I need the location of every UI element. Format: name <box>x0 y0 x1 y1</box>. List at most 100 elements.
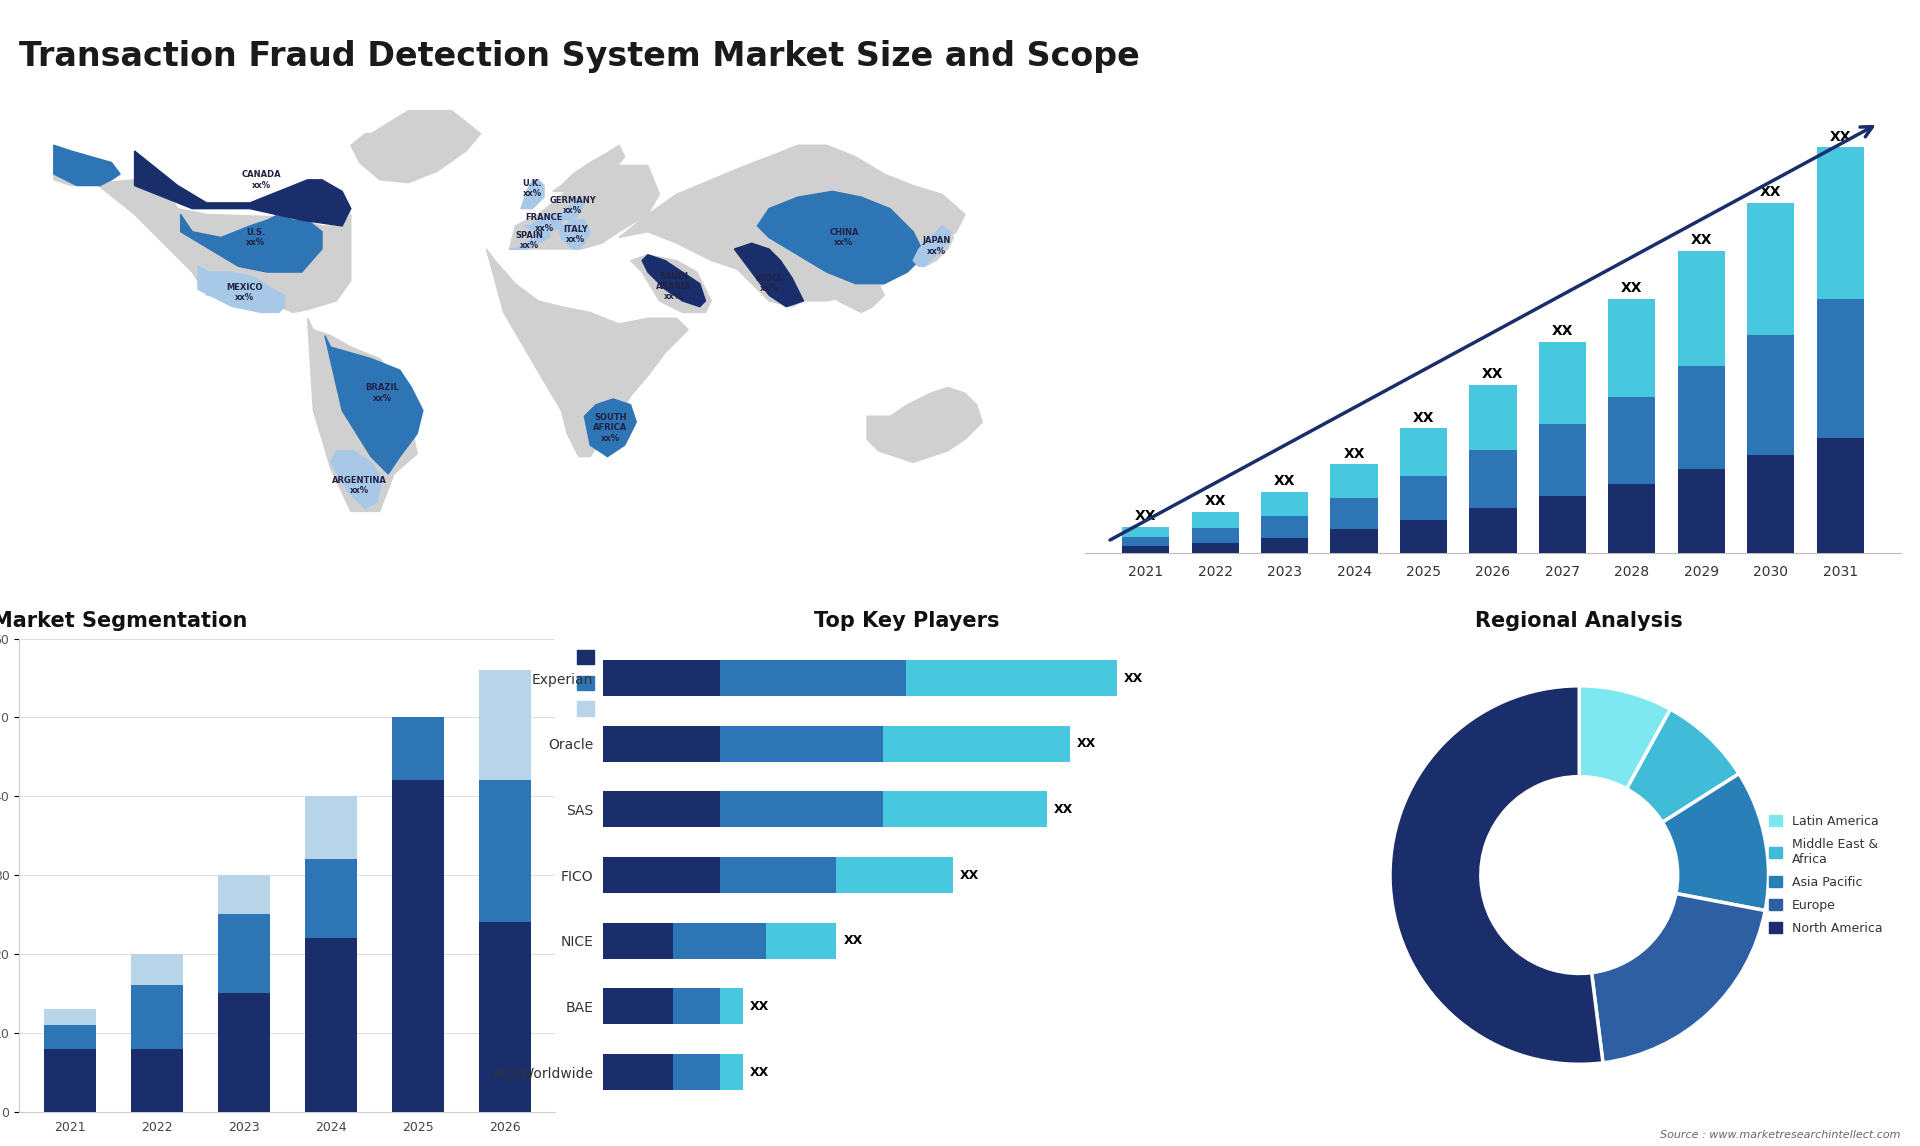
Bar <box>1609 398 1655 484</box>
Bar <box>305 939 357 1112</box>
Bar <box>1747 335 1795 455</box>
Bar <box>672 988 720 1025</box>
Bar <box>1816 299 1864 438</box>
Polygon shape <box>330 450 382 509</box>
Bar <box>1469 508 1517 554</box>
Bar <box>603 1054 672 1090</box>
Bar <box>131 986 182 1049</box>
Polygon shape <box>641 254 705 307</box>
Polygon shape <box>733 243 804 307</box>
Text: XX: XX <box>1690 233 1713 246</box>
Text: XX: XX <box>1204 494 1227 508</box>
Bar <box>1609 484 1655 554</box>
Bar <box>603 923 672 959</box>
Text: U.S.
xx%: U.S. xx% <box>246 228 265 248</box>
Bar <box>1469 385 1517 450</box>
Wedge shape <box>1580 685 1670 788</box>
Bar <box>1816 438 1864 554</box>
Wedge shape <box>1626 709 1740 823</box>
Title: Regional Analysis: Regional Analysis <box>1475 611 1684 631</box>
Text: XX: XX <box>1551 324 1572 338</box>
Legend: Latin America, Middle East &
Africa, Asia Pacific, Europe, North America: Latin America, Middle East & Africa, Asi… <box>1764 811 1885 939</box>
Text: INDIA
xx%: INDIA xx% <box>756 274 781 293</box>
Bar <box>217 915 269 994</box>
Bar <box>1678 366 1724 469</box>
Text: XX: XX <box>1275 474 1296 488</box>
Bar <box>1400 477 1448 520</box>
Bar <box>305 860 357 939</box>
Polygon shape <box>180 214 323 272</box>
Bar <box>1261 493 1308 517</box>
Bar <box>1121 536 1169 547</box>
Polygon shape <box>54 146 121 186</box>
Polygon shape <box>198 266 284 313</box>
Bar <box>1192 543 1238 554</box>
Bar <box>883 792 1046 827</box>
Bar <box>131 1049 182 1112</box>
Wedge shape <box>1592 894 1764 1062</box>
Bar <box>1400 520 1448 554</box>
Bar <box>1192 511 1238 528</box>
Text: ITALY
xx%: ITALY xx% <box>563 225 588 244</box>
Bar <box>603 725 720 762</box>
Polygon shape <box>716 243 804 307</box>
Text: XX: XX <box>1135 509 1156 523</box>
Text: XX: XX <box>1077 737 1096 751</box>
Bar <box>478 780 530 923</box>
Polygon shape <box>584 399 636 456</box>
Bar <box>1192 528 1238 543</box>
Polygon shape <box>618 146 966 301</box>
Text: XX: XX <box>960 869 979 881</box>
Bar <box>603 792 720 827</box>
Bar <box>1121 547 1169 554</box>
Polygon shape <box>756 191 925 283</box>
Bar <box>837 857 952 893</box>
Polygon shape <box>812 272 885 313</box>
Polygon shape <box>307 319 417 511</box>
Text: JAPAN
xx%: JAPAN xx% <box>922 236 950 256</box>
Bar <box>392 780 444 1112</box>
Wedge shape <box>1390 685 1603 1065</box>
Text: SOUTH
AFRICA
xx%: SOUTH AFRICA xx% <box>593 413 628 442</box>
Polygon shape <box>914 226 950 266</box>
Text: SPAIN
xx%: SPAIN xx% <box>516 230 543 250</box>
Text: XX: XX <box>1482 368 1503 382</box>
Bar <box>720 857 837 893</box>
Text: XX: XX <box>1761 185 1782 199</box>
Bar <box>1538 496 1586 554</box>
Text: XX: XX <box>1620 281 1644 295</box>
Bar <box>1609 299 1655 398</box>
Text: CANADA
xx%: CANADA xx% <box>242 170 280 189</box>
Polygon shape <box>520 180 543 209</box>
Text: XX: XX <box>1830 129 1851 143</box>
Text: GERMANY
xx%: GERMANY xx% <box>549 196 597 215</box>
Polygon shape <box>324 336 422 474</box>
Bar <box>217 994 269 1112</box>
Bar <box>720 660 906 696</box>
Polygon shape <box>134 151 351 226</box>
Bar <box>305 796 357 860</box>
Polygon shape <box>559 220 589 249</box>
Bar <box>1678 469 1724 554</box>
Bar <box>883 725 1069 762</box>
Text: XX: XX <box>751 1000 770 1013</box>
Bar <box>478 670 530 780</box>
Bar <box>720 1054 743 1090</box>
Polygon shape <box>553 146 624 191</box>
Text: FRANCE
xx%: FRANCE xx% <box>526 213 563 233</box>
Bar <box>603 660 720 696</box>
Bar <box>1121 527 1169 536</box>
Title: Top Key Players: Top Key Players <box>814 611 998 631</box>
Text: Market Segmentation: Market Segmentation <box>0 611 248 631</box>
Text: XX: XX <box>1344 447 1365 461</box>
Bar <box>603 988 672 1025</box>
Text: XX: XX <box>843 934 862 948</box>
Text: SAUDI
ARABIA
xx%: SAUDI ARABIA xx% <box>657 272 691 301</box>
Polygon shape <box>351 111 480 182</box>
Bar <box>720 792 883 827</box>
Text: XX: XX <box>1054 803 1073 816</box>
Legend: Type, Application, Geography: Type, Application, Geography <box>572 645 687 721</box>
Bar <box>478 923 530 1112</box>
Text: CHINA
xx%: CHINA xx% <box>829 228 858 248</box>
Polygon shape <box>486 249 687 456</box>
